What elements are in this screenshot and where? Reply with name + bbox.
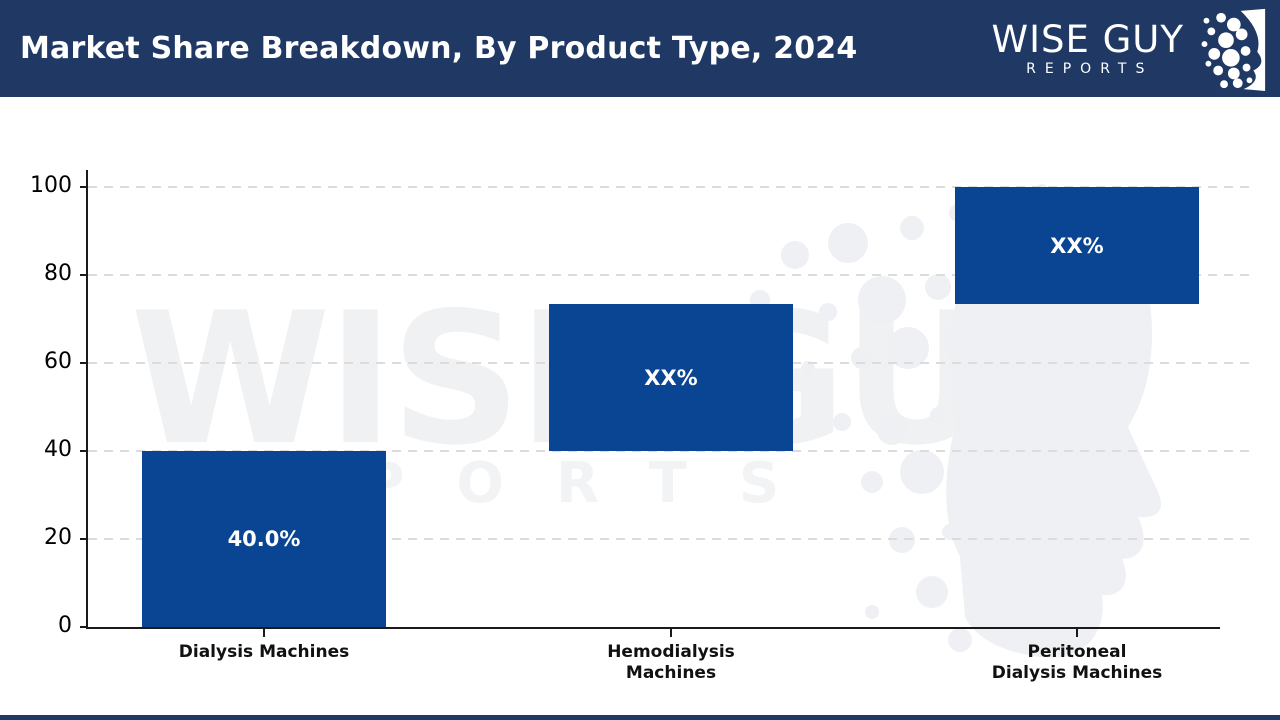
bar-value-label: 40.0% <box>227 527 301 551</box>
x-axis-line <box>86 627 1220 629</box>
y-axis-tick-mark <box>80 186 88 188</box>
y-axis-tick-mark <box>80 538 88 540</box>
x-axis-category-label: Hemodialysis Machines <box>607 642 735 683</box>
x-axis-category-label: Peritoneal Dialysis Machines <box>991 642 1163 683</box>
y-axis-tick-label: 60 <box>44 349 72 374</box>
bar-segment: XX% <box>955 187 1199 305</box>
y-axis-tick-label: 40 <box>44 437 72 462</box>
y-axis-tick-mark <box>80 626 88 628</box>
y-axis-line <box>86 170 88 629</box>
header-bar: Market Share Breakdown, By Product Type,… <box>0 0 1280 97</box>
y-axis-tick-mark <box>80 274 88 276</box>
bar-value-label: XX% <box>1050 233 1104 258</box>
y-axis-tick-label: 0 <box>58 613 72 638</box>
x-axis-tick-mark <box>670 629 672 637</box>
logo-wordmark: WISE GUY <box>991 18 1184 61</box>
gridline <box>88 274 1256 276</box>
y-axis-tick-label: 80 <box>44 261 72 286</box>
y-axis-tick-label: 20 <box>44 525 72 550</box>
page-title: Market Share Breakdown, By Product Type,… <box>20 31 858 66</box>
watermark-face-graphic <box>750 184 1162 658</box>
bar-value-label: XX% <box>644 365 698 390</box>
logo-subtitle: REPORTS <box>1026 61 1154 77</box>
x-axis-tick-mark <box>263 629 265 637</box>
gridline <box>88 186 1256 188</box>
y-axis-tick-label: 100 <box>30 173 72 198</box>
logo-text: WISE GUY REPORTS <box>991 18 1184 78</box>
x-axis-tick-mark <box>1076 629 1078 637</box>
wise-guy-reports-logo: WISE GUY REPORTS <box>992 5 1266 93</box>
footer-bar <box>0 715 1280 720</box>
plot: 0 20 40 60 80 100 40.0% Dialysis Machines XX% Hem… <box>0 97 1280 715</box>
chart-area: WISE GUY REPORTS 0 20 40 60 80 1 <box>0 97 1280 715</box>
gridline <box>88 450 1256 452</box>
bar-segment: XX% <box>549 304 793 451</box>
logo-face-icon <box>1201 8 1266 91</box>
y-axis-tick-mark <box>80 362 88 364</box>
gridline <box>88 538 1256 540</box>
y-axis-tick-mark <box>80 450 88 452</box>
bar-segment: 40.0% <box>142 451 386 627</box>
x-axis-category-label: Dialysis Machines <box>178 642 350 662</box>
